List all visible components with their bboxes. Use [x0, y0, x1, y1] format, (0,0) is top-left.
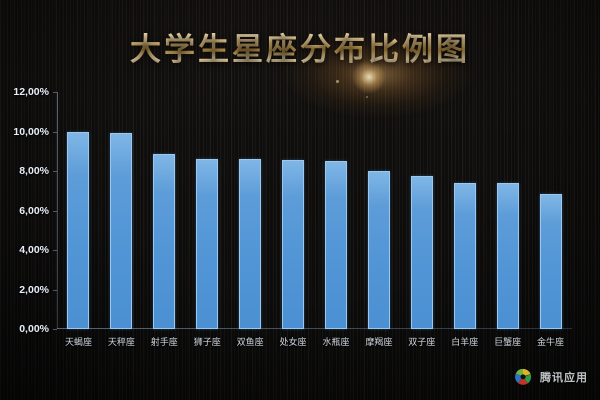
- y-axis-tick-mark: [53, 171, 57, 172]
- x-axis-tick-label: 双子座: [408, 337, 436, 347]
- x-axis-tick-label: 摩羯座: [365, 337, 393, 347]
- bar: [453, 182, 476, 329]
- bar: [367, 171, 390, 329]
- y-axis-tick-label: 0,00%: [19, 323, 49, 335]
- y-axis-tick-mark: [53, 329, 57, 330]
- y-axis-tick-label: 8,00%: [19, 165, 49, 177]
- bar: [196, 159, 219, 329]
- y-axis-tick-mark: [53, 210, 57, 212]
- x-axis-tick-label: 天秤座: [107, 337, 135, 347]
- y-axis-tick-label: 6,00%: [19, 204, 49, 217]
- watermark: 腾讯应用: [512, 366, 588, 388]
- y-axis-tick-label: 2,00%: [19, 283, 49, 296]
- bar: [496, 182, 519, 329]
- x-axis-tick-label: 狮子座: [193, 337, 221, 347]
- watermark-label: 腾讯应用: [540, 372, 588, 384]
- bar: [239, 159, 262, 329]
- x-axis-line: [57, 328, 572, 329]
- y-axis-tick-label: 4,00%: [19, 244, 49, 256]
- bar: [282, 160, 305, 329]
- tencent-app-logo-icon: [512, 366, 534, 388]
- y-axis-tick-mark: [53, 250, 57, 251]
- chart-plot-area: 12,00% 10,00% 8,00% 6,00% 4,00% 2,00% 0,00% 天蝎…: [13, 86, 572, 347]
- x-axis-tick-label: 白羊座: [451, 337, 479, 347]
- bar: [67, 131, 90, 329]
- y-axis-tick-mark: [53, 289, 57, 291]
- spark-particle: [336, 80, 339, 83]
- bar: [410, 175, 433, 329]
- y-axis-tick-label: 12,00%: [13, 86, 49, 98]
- bar: [539, 193, 562, 329]
- x-axis-tick-label: 天蝎座: [64, 337, 92, 347]
- x-axis-tick-label: 处女座: [279, 337, 307, 347]
- y-axis-line: [57, 92, 58, 329]
- x-axis-tick-label: 射手座: [150, 337, 178, 347]
- x-axis-tick-label: 双鱼座: [236, 337, 264, 347]
- y-axis-tick-label: 10,00%: [13, 125, 49, 138]
- bar: [324, 161, 347, 329]
- x-axis-tick-label: 金牛座: [537, 337, 565, 347]
- bar: [153, 154, 176, 329]
- page-title: 大学生星座分布比例图: [0, 24, 600, 69]
- y-axis-tick-mark: [53, 131, 57, 133]
- bar: [110, 133, 133, 329]
- x-axis-tick-label: 水瓶座: [322, 337, 350, 347]
- y-axis-tick-mark: [53, 92, 57, 93]
- x-axis-tick-label: 巨蟹座: [494, 337, 522, 347]
